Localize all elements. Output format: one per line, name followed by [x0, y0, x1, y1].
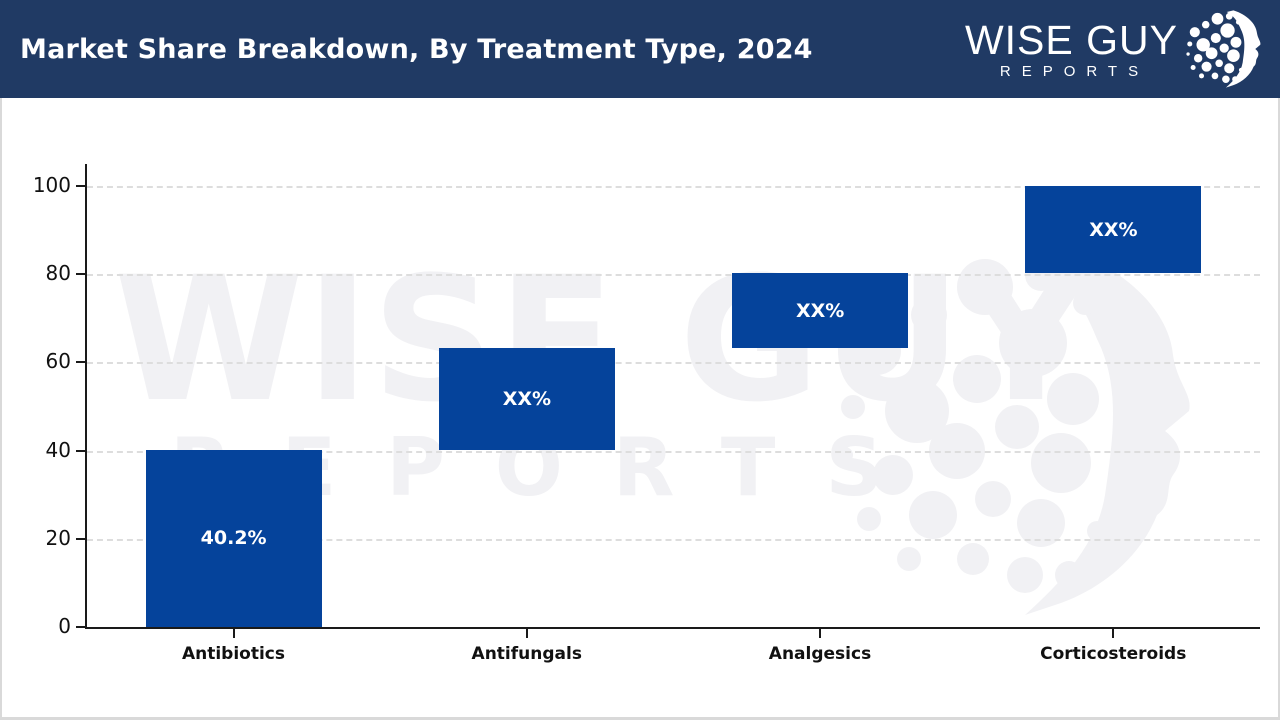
logo-subtitle: REPORTS — [999, 62, 1150, 80]
bar-value-label: XX% — [795, 299, 845, 322]
y-tick-label: 20 — [45, 525, 71, 550]
y-tick-label: 100 — [32, 173, 71, 198]
x-tick-mark — [819, 629, 822, 638]
bar-antifungals: XX% — [438, 348, 615, 450]
header: Market Share Breakdown, By Treatment Typ… — [0, 0, 1280, 98]
chart-area: WISE GUY REPORTS 0 20 40 60 80 100 40.2% Antibi… — [0, 98, 1280, 720]
wiseguy-logo: WISE GUY REPORTS — [965, 5, 1262, 93]
y-tick-mark — [76, 626, 85, 628]
bar-antibiotics: 40.2% — [145, 449, 322, 627]
gridline — [87, 450, 1260, 453]
y-tick-label: 80 — [45, 261, 71, 286]
y-tick-label: 40 — [45, 437, 71, 462]
logo-text: WISE GUY REPORTS — [964, 16, 1178, 80]
y-tick-mark — [76, 537, 85, 540]
wiseguy-face-icon — [1186, 10, 1261, 88]
y-tick-mark — [76, 449, 85, 452]
y-tick-label: 60 — [45, 349, 71, 374]
category-label-analgesics: Analgesics — [768, 644, 872, 664]
bar-value-label: XX% — [502, 388, 552, 411]
y-tick-mark — [76, 361, 85, 364]
bar-corticosteroids: XX% — [1025, 186, 1202, 274]
y-tick-mark — [76, 273, 85, 276]
gridline — [87, 362, 1260, 365]
x-tick-mark — [232, 629, 235, 638]
x-tick-mark — [1112, 629, 1115, 638]
category-label-antifungals: Antifungals — [471, 644, 582, 664]
logo-wordmark: WISE GUY — [964, 16, 1178, 63]
y-axis-line — [85, 164, 87, 629]
bar-analgesics: XX% — [732, 273, 909, 349]
x-tick-mark — [525, 629, 528, 638]
gridline — [87, 274, 1260, 277]
bar-value-label: 40.2% — [200, 527, 267, 550]
category-label-antibiotics: Antibiotics — [181, 644, 286, 664]
x-axis-line — [85, 627, 1260, 629]
gridline — [87, 538, 1260, 541]
plot-area: 0 20 40 60 80 100 40.2% Antibiotics XX% Antifunga… — [33, 164, 1260, 664]
gridline — [87, 186, 1260, 189]
page-title: Market Share Breakdown, By Treatment Typ… — [20, 33, 813, 65]
y-tick-mark — [76, 185, 85, 188]
y-tick-label: 0 — [58, 614, 71, 638]
bar-value-label: XX% — [1089, 218, 1138, 241]
category-label-corticosteroids: Corticosteroids — [1040, 644, 1187, 664]
